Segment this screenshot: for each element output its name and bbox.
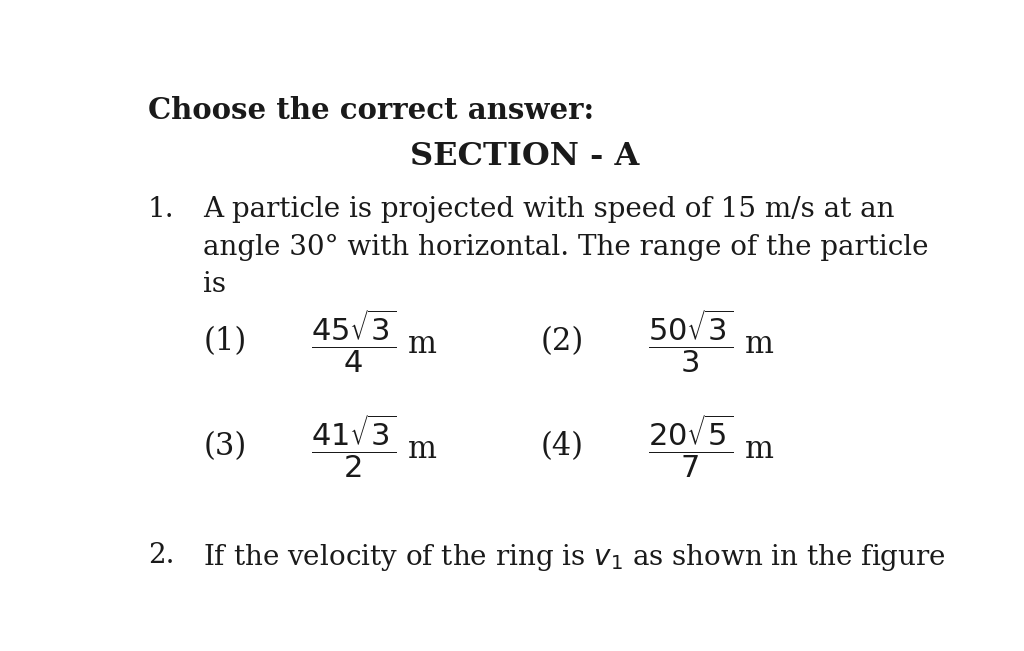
Text: $\dfrac{45\sqrt{3}}{4}$ m: $\dfrac{45\sqrt{3}}{4}$ m (310, 307, 437, 375)
Text: $\dfrac{20\sqrt{5}}{7}$ m: $\dfrac{20\sqrt{5}}{7}$ m (648, 413, 774, 480)
Text: 1.: 1. (147, 196, 174, 223)
Text: 2.: 2. (147, 542, 174, 569)
Text: A particle is projected with speed of 15 m/s at an: A particle is projected with speed of 15… (204, 196, 895, 223)
Text: SECTION - A: SECTION - A (411, 141, 639, 172)
Text: (2): (2) (541, 326, 584, 357)
Text: (4): (4) (541, 431, 584, 462)
Text: If the velocity of the ring is $v_1$ as shown in the figure: If the velocity of the ring is $v_1$ as … (204, 542, 946, 573)
Text: angle 30° with horizontal. The range of the particle: angle 30° with horizontal. The range of … (204, 234, 929, 260)
Text: Choose the correct answer:: Choose the correct answer: (147, 96, 594, 124)
Text: (3): (3) (204, 431, 247, 462)
Text: (1): (1) (204, 326, 247, 357)
Text: is: is (204, 271, 226, 298)
Text: $\dfrac{50\sqrt{3}}{3}$ m: $\dfrac{50\sqrt{3}}{3}$ m (648, 307, 774, 375)
Text: $\dfrac{41\sqrt{3}}{2}$ m: $\dfrac{41\sqrt{3}}{2}$ m (310, 413, 437, 480)
